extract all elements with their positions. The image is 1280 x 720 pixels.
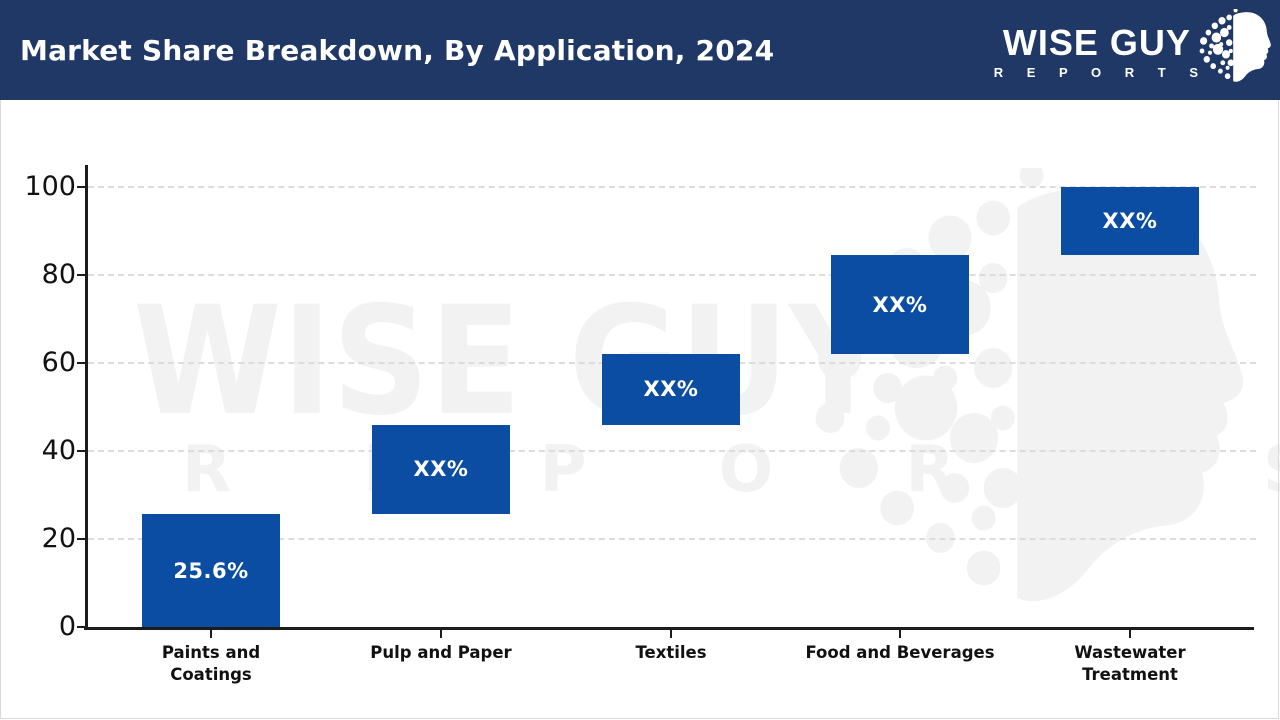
x-tick-label-paints-and-coatings: Paints and Coatings xyxy=(101,642,321,686)
x-tick-label-line: Paints and xyxy=(161,643,261,662)
x-tick-label-pulp-and-paper: Pulp and Paper xyxy=(331,642,551,664)
gridline-100 xyxy=(88,186,1256,188)
x-axis-line xyxy=(84,627,1254,630)
bar-value-label: XX% xyxy=(413,457,469,482)
y-tick-label-20: 20 xyxy=(41,523,76,554)
bar-value-label: XX% xyxy=(1102,209,1158,234)
page-title: Market Share Breakdown, By Application, … xyxy=(20,33,775,67)
bar-paints-and-coatings: 25.6% xyxy=(142,514,280,627)
y-tick-mark-20 xyxy=(77,538,85,540)
x-tick-label-line: Treatment xyxy=(1082,664,1178,684)
bar-pulp-and-paper: XX% xyxy=(372,424,510,515)
bar-value-label: 25.6% xyxy=(173,558,249,583)
y-axis-line xyxy=(85,165,88,630)
bar-value-label: XX% xyxy=(872,292,928,317)
x-tick-label-line: Textiles xyxy=(635,643,707,662)
header-bar: Market Share Breakdown, By Application, … xyxy=(0,0,1280,100)
x-tick-mark-paints-and-coatings xyxy=(210,630,212,638)
x-tick-mark-wastewater-treatment xyxy=(1129,630,1131,638)
y-tick-label-60: 60 xyxy=(41,347,76,378)
x-tick-label-line: Wastewater xyxy=(1074,643,1186,662)
logo-subtitle: R E P O R T S xyxy=(993,64,1208,80)
logo-wordmark: WISE GUY xyxy=(1002,22,1191,64)
bar-food-and-beverages: XX% xyxy=(831,255,969,355)
logo-text: WISE GUY R E P O R T S xyxy=(986,24,1208,80)
y-tick-mark-40 xyxy=(77,450,85,452)
y-tick-mark-60 xyxy=(77,362,85,364)
x-tick-label-line: Coatings xyxy=(170,664,252,684)
y-tick-label-0: 0 xyxy=(58,611,76,642)
x-tick-mark-food-and-beverages xyxy=(899,630,901,638)
x-tick-label-line: Pulp and Paper xyxy=(370,643,512,662)
x-tick-label-wastewater-treatment: Wastewater Treatment xyxy=(1020,642,1240,686)
dotted-head-icon xyxy=(1199,9,1271,82)
y-tick-label-40: 40 xyxy=(41,435,76,466)
bar-textiles: XX% xyxy=(602,354,740,425)
y-tick-mark-100 xyxy=(77,186,85,188)
x-tick-label-textiles: Textiles xyxy=(561,642,781,664)
gridline-20 xyxy=(88,538,1256,540)
x-tick-label-line: Food and Beverages xyxy=(805,643,995,662)
y-tick-mark-80 xyxy=(77,274,85,276)
y-tick-mark-0 xyxy=(77,626,85,628)
bar-wastewater-treatment: XX% xyxy=(1061,187,1199,256)
x-tick-label-food-and-beverages: Food and Beverages xyxy=(790,642,1010,664)
bar-value-label: XX% xyxy=(643,377,699,402)
y-tick-label-100: 100 xyxy=(24,171,76,202)
x-tick-mark-pulp-and-paper xyxy=(440,630,442,638)
gridline-40 xyxy=(88,450,1256,452)
y-tick-label-80: 80 xyxy=(41,259,76,290)
wise-guy-reports-logo: WISE GUY R E P O R T S xyxy=(986,6,1274,96)
x-tick-mark-textiles xyxy=(670,630,672,638)
gridline-80 xyxy=(88,274,1256,276)
